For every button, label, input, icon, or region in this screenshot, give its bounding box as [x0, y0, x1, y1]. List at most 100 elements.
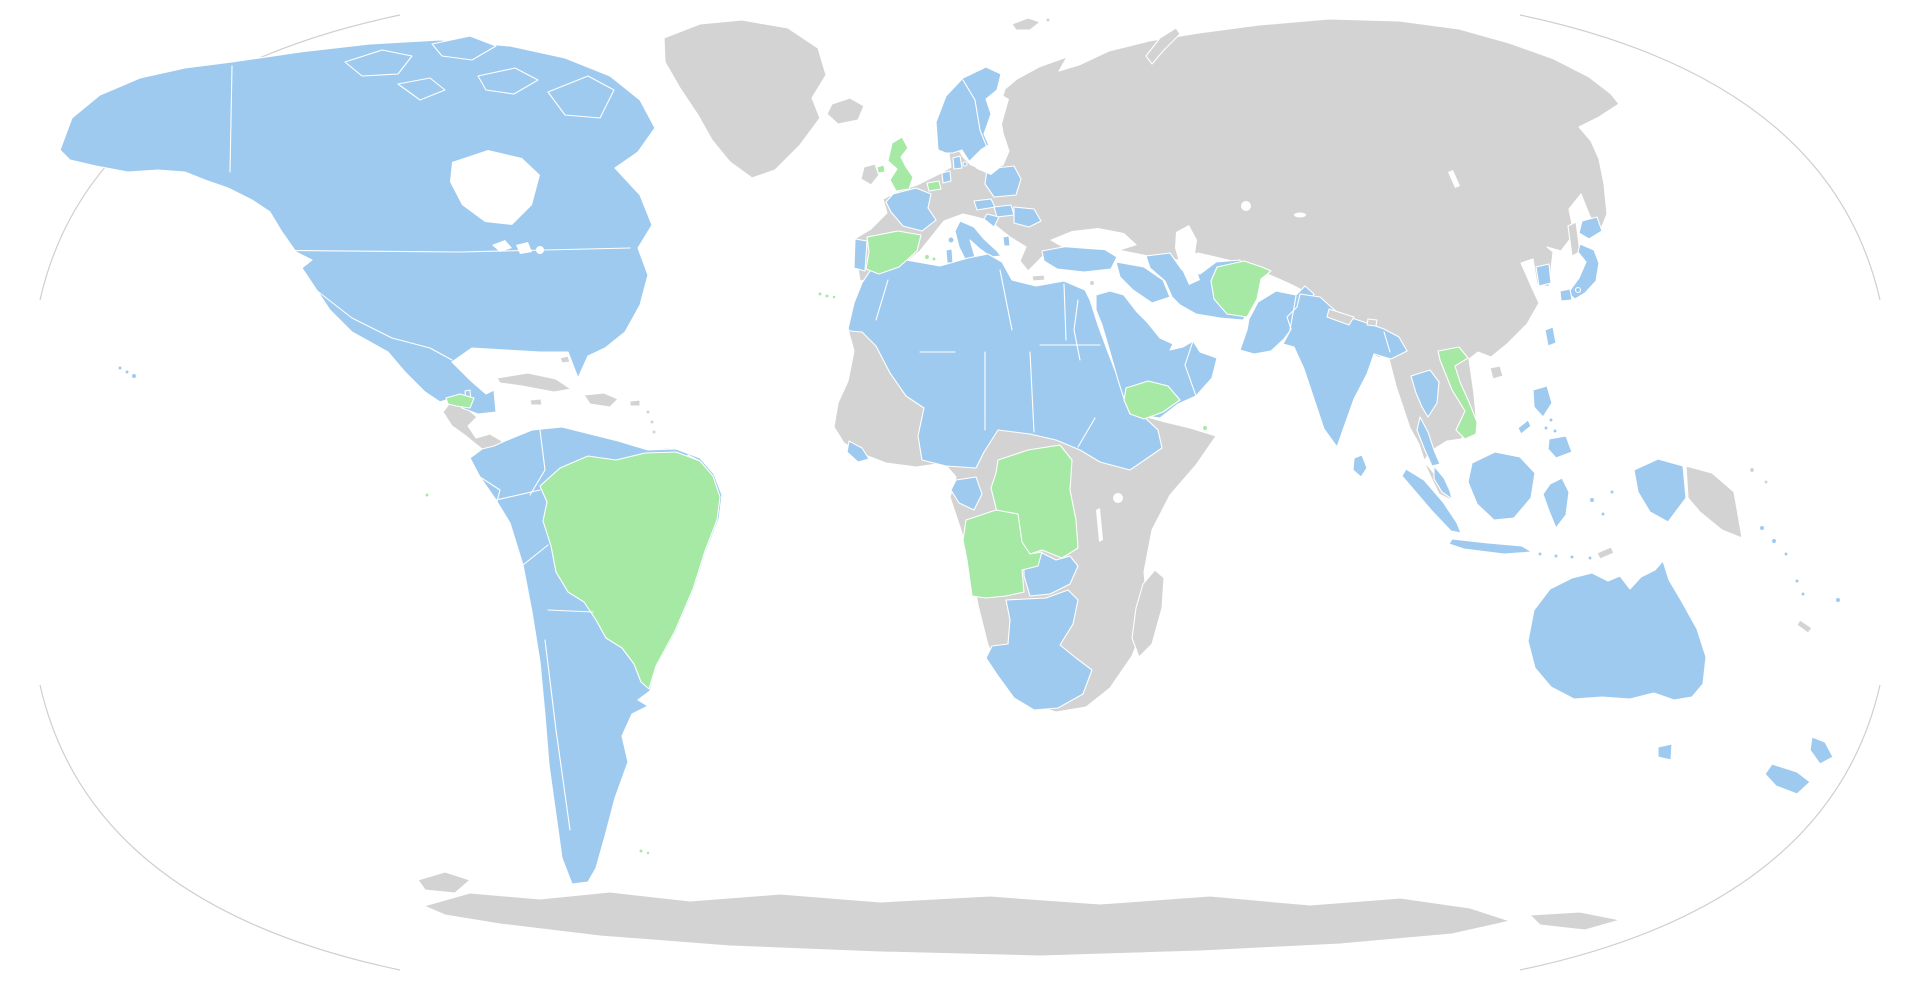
northern-ireland	[876, 164, 886, 174]
crete	[1031, 274, 1046, 282]
border-us-mexico	[315, 289, 453, 361]
antarctica-east	[1529, 911, 1621, 931]
lesser-sunda-2	[1553, 553, 1559, 559]
gulf-of-bothnia	[987, 95, 1009, 144]
java	[1448, 538, 1533, 555]
border-ecuador	[479, 476, 501, 506]
japan-honshu	[1567, 243, 1600, 300]
hawaii-1	[117, 365, 123, 371]
great-lakes-1	[492, 240, 512, 252]
falkland-islands-2	[645, 850, 651, 856]
border-colombia-venezuela	[529, 429, 546, 496]
country-madagascar	[1131, 569, 1165, 658]
country-angola	[962, 509, 1043, 599]
country-afghanistan	[1210, 260, 1272, 318]
black-sea	[1050, 228, 1137, 251]
country-liberia	[846, 440, 870, 463]
country-belgium	[926, 180, 942, 192]
border-saudi-oman	[1184, 340, 1197, 397]
country-border-lines	[229, 65, 1391, 831]
country-hungary	[993, 204, 1015, 218]
country-south-korea	[1535, 263, 1552, 287]
new-zealand-south	[1764, 763, 1811, 795]
philippines-luzon	[1532, 385, 1553, 418]
philippines-mindanao	[1547, 435, 1573, 459]
country-malaysia-peninsula	[1433, 465, 1453, 500]
country-united-kingdom	[887, 136, 914, 192]
country-australia	[1527, 560, 1707, 701]
country-papua-new-guinea	[1685, 465, 1743, 539]
japan-shikoku	[1574, 286, 1582, 294]
country-vietnam	[1437, 346, 1478, 440]
country-jamaica	[529, 398, 543, 406]
solomon-1	[1758, 524, 1766, 532]
hudson-bay	[450, 150, 540, 225]
country-hainan	[1489, 365, 1504, 380]
png-island-2	[1763, 479, 1769, 485]
caspian-sea	[1175, 225, 1200, 285]
border-us-canada	[231, 247, 631, 253]
lesser-antilles-1	[645, 409, 651, 415]
png-island-1	[1748, 466, 1756, 474]
novaya-zemlya	[1145, 27, 1181, 65]
canary-islands-1	[817, 291, 823, 297]
country-portugal	[853, 238, 868, 272]
border-peru-colombia	[495, 489, 541, 501]
country-albania	[1002, 235, 1011, 247]
solomon-2	[1770, 537, 1778, 545]
border-peru-bolivia	[522, 544, 549, 566]
canary-islands-3	[831, 294, 837, 300]
green-countries	[424, 136, 1478, 856]
blue-countries	[59, 35, 1842, 885]
moluccas-2	[1600, 511, 1606, 517]
canada-arctic-island-3	[477, 67, 539, 95]
philippines-visayas-3	[1548, 417, 1554, 423]
country-iraq	[1115, 261, 1171, 304]
philippines-visayas-1	[1543, 425, 1549, 431]
canada-arctic-island-1	[344, 49, 413, 77]
vanuatu-2	[1800, 591, 1806, 597]
central-america-gray	[442, 399, 503, 453]
country-yemen	[1123, 380, 1181, 420]
lesser-sunda-1	[1537, 551, 1543, 557]
country-norway-sweden	[935, 66, 1002, 165]
north-africa-blue-band	[847, 253, 1163, 471]
country-hispaniola	[583, 392, 619, 408]
country-svalbard-island	[1045, 17, 1051, 23]
map-outline-bottom-left	[39, 684, 401, 971]
lake-tanganyika	[1096, 508, 1103, 542]
hawaii-3	[130, 372, 138, 380]
border-pakistan-india	[1289, 295, 1297, 331]
baltic-sea	[969, 141, 1001, 175]
new-zealand-north	[1809, 736, 1834, 765]
philippines-palawan	[1517, 419, 1532, 435]
new-caledonia	[1796, 619, 1813, 634]
country-iceland	[826, 97, 865, 125]
country-svalbard	[1011, 17, 1041, 31]
sardinia	[945, 248, 954, 264]
border-algeria-libya	[999, 269, 1013, 331]
country-spain	[865, 230, 922, 275]
canada-victoria-island	[397, 77, 446, 101]
country-poland	[984, 165, 1022, 198]
thailand-peninsula	[1416, 416, 1441, 467]
country-italy	[954, 220, 1002, 262]
lake-baikal	[1448, 170, 1460, 188]
border-chile-argentina	[544, 639, 571, 831]
tasmania	[1657, 743, 1673, 761]
fiji	[1834, 596, 1842, 604]
border-ethiopia-sudan	[1077, 417, 1096, 448]
moluccas-1	[1588, 496, 1596, 504]
country-north-america	[59, 39, 656, 415]
socotra	[1201, 424, 1209, 432]
philippines-visayas-2	[1552, 428, 1558, 434]
country-thailand	[1410, 369, 1440, 418]
water-overlays	[450, 95, 1460, 542]
puerto-rico	[629, 399, 641, 407]
cyprus	[1088, 279, 1096, 287]
japan-hokkaido	[1578, 216, 1603, 240]
country-timor	[1596, 546, 1615, 560]
country-netherlands	[941, 170, 952, 184]
west-new-guinea	[1633, 458, 1687, 523]
